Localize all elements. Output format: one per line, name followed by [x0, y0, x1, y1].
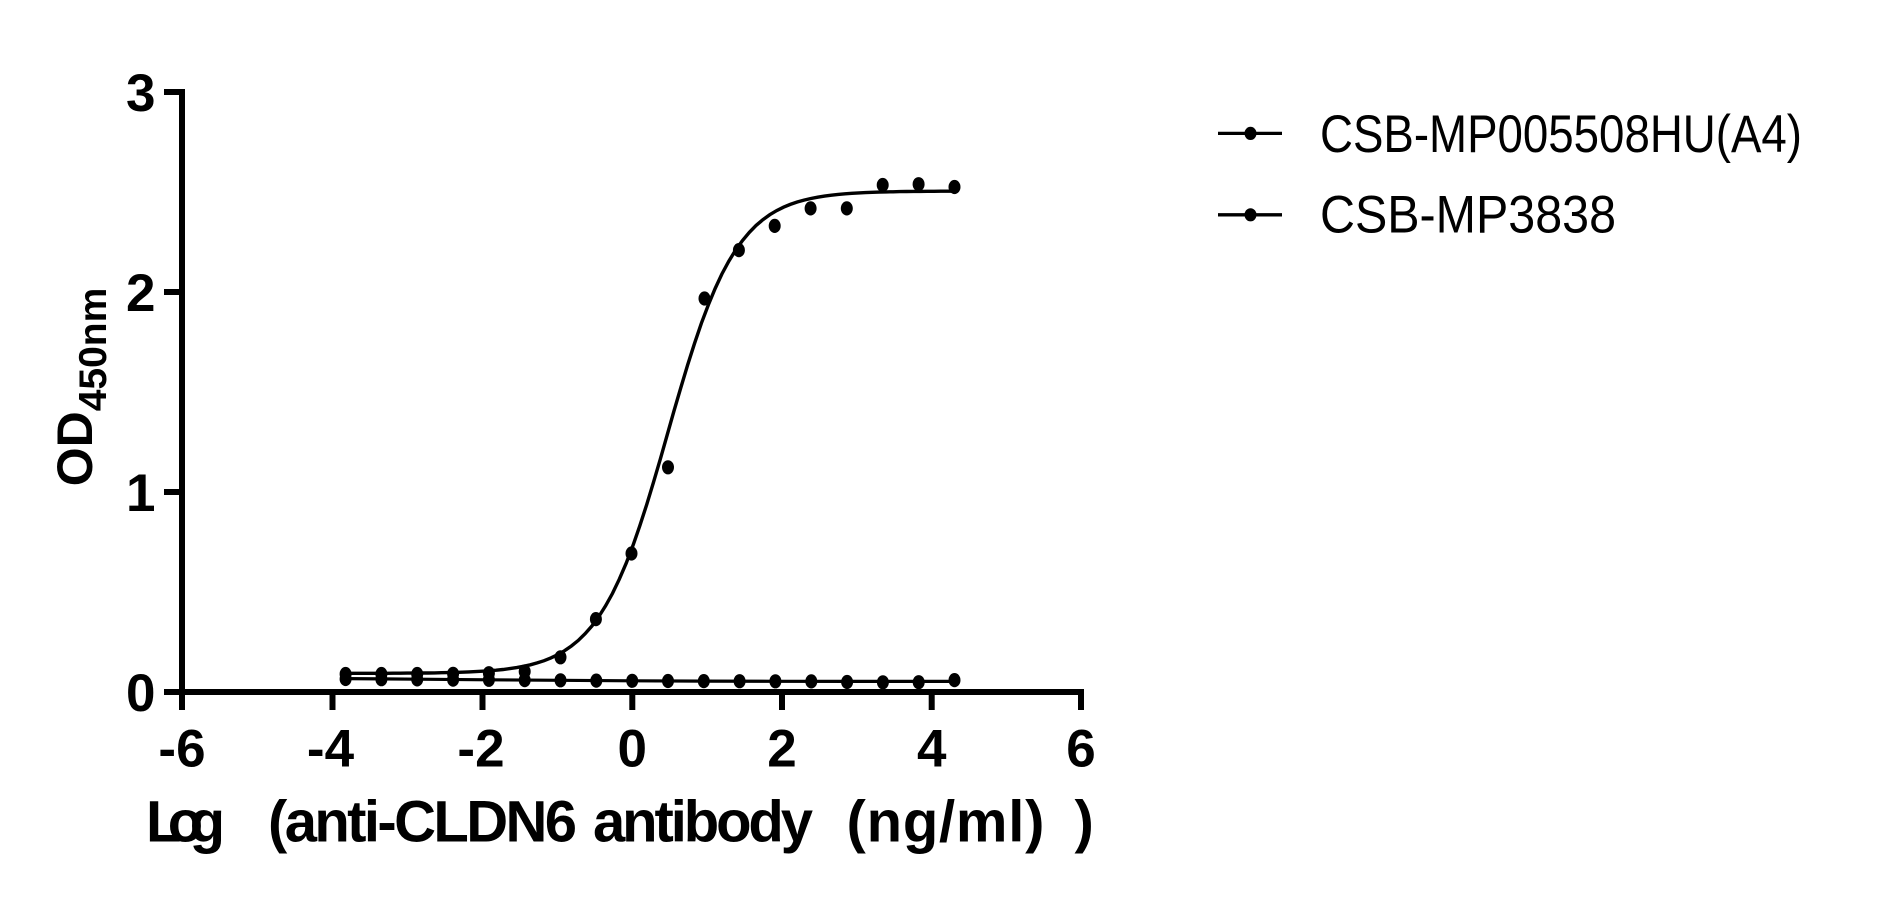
svg-text:4: 4 — [917, 720, 947, 779]
svg-text:1: 1 — [126, 464, 155, 523]
svg-text:antibody: antibody — [593, 790, 813, 855]
svg-text:-2: -2 — [457, 720, 504, 779]
svg-text:2: 2 — [126, 264, 155, 323]
svg-text:): ) — [1075, 790, 1094, 855]
svg-text:-6: -6 — [158, 720, 205, 779]
svg-text:(ng/ml): (ng/ml) — [847, 790, 1045, 855]
svg-text:0: 0 — [618, 720, 647, 779]
svg-text:2: 2 — [767, 720, 796, 779]
svg-text:Log: Log — [146, 790, 225, 855]
svg-text:0: 0 — [126, 664, 155, 723]
svg-text:CSB-MP005508HU(A4): CSB-MP005508HU(A4) — [1320, 105, 1802, 164]
svg-text:3: 3 — [126, 64, 155, 123]
svg-text:CSB-MP3838: CSB-MP3838 — [1320, 186, 1616, 245]
svg-text:(anti-CLDN6: (anti-CLDN6 — [268, 790, 577, 855]
svg-text:-4: -4 — [307, 720, 355, 779]
svg-text:6: 6 — [1066, 720, 1095, 779]
